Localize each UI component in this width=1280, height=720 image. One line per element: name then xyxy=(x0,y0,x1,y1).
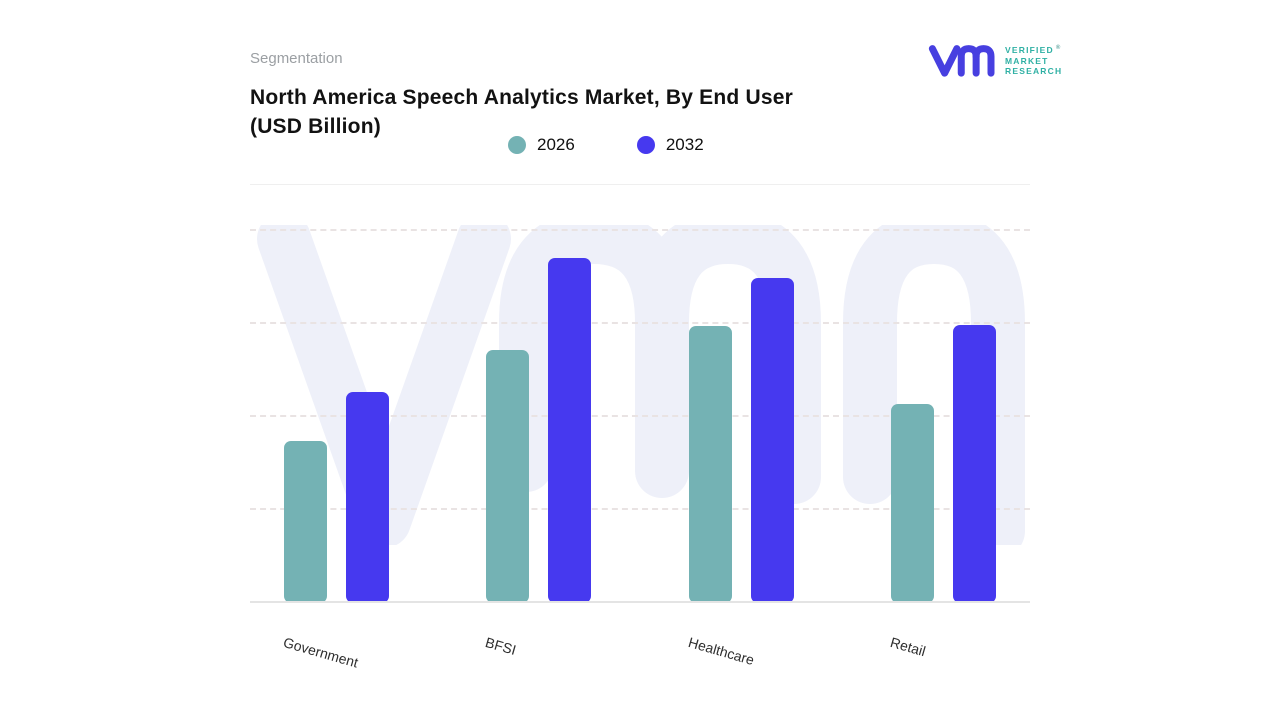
bar-group-bfsi xyxy=(486,258,592,603)
eyebrow-label: Segmentation xyxy=(250,50,343,67)
category-label-government: Government xyxy=(281,634,361,671)
bar-2026-government xyxy=(284,441,327,603)
legend-item-2032: 2032 xyxy=(636,135,704,155)
bar-2026-healthcare xyxy=(688,326,732,603)
bar-2032-retail xyxy=(952,325,996,603)
title-line-2: (USD Billion) xyxy=(250,115,381,138)
legend-label-2026: 2026 xyxy=(537,135,575,154)
logo-line-verified: VERIFIED ® xyxy=(1005,45,1062,56)
category-labels-row: Government BFSI Healthcare Retail xyxy=(250,603,1030,671)
category-label-retail: Retail xyxy=(888,634,928,660)
x-axis-baseline xyxy=(250,601,1030,603)
page-title: North America Speech Analytics Market, B… xyxy=(250,83,910,141)
bar-group-healthcare xyxy=(688,278,794,603)
legend-label-2032: 2032 xyxy=(665,135,704,154)
bar-group-retail xyxy=(890,325,996,603)
category-label-slot: BFSI xyxy=(484,603,591,658)
bar-2032-government xyxy=(346,392,389,603)
gridline xyxy=(250,228,1030,231)
bar-group-government xyxy=(284,392,389,603)
category-label-healthcare: Healthcare xyxy=(686,634,756,669)
plot-area xyxy=(250,184,1030,603)
category-label-bfsi: BFSI xyxy=(483,634,519,658)
vmr-logo: VERIFIED ® MARKET RESEARCH xyxy=(928,38,1062,82)
bar-2032-healthcare xyxy=(750,278,794,603)
logo-line-research: RESEARCH xyxy=(1005,66,1063,77)
bar-2032-bfsi xyxy=(548,258,592,603)
legend-dot-2026 xyxy=(508,136,526,154)
title-line-1: North America Speech Analytics Market, B… xyxy=(250,86,793,109)
legend-dot-2032 xyxy=(636,136,655,154)
category-label-slot: Retail xyxy=(889,603,996,659)
vmr-monogram-icon xyxy=(928,45,995,77)
gridline xyxy=(250,414,1030,417)
bars-row xyxy=(250,185,1030,603)
logo-wordmark: VERIFIED ® MARKET RESEARCH xyxy=(1005,43,1062,76)
legend-item-2026: 2026 xyxy=(508,135,575,155)
bar-2026-bfsi xyxy=(486,350,530,603)
gridline xyxy=(250,507,1030,510)
bar-2026-retail xyxy=(890,404,934,603)
gridline xyxy=(250,321,1030,324)
logo-line-market: MARKET xyxy=(1005,55,1049,66)
registered-mark: ® xyxy=(1055,45,1062,52)
category-label-slot: Healthcare xyxy=(686,603,794,668)
chart-legend: 2026 2032 xyxy=(508,135,704,155)
category-label-slot: Government xyxy=(282,603,389,671)
